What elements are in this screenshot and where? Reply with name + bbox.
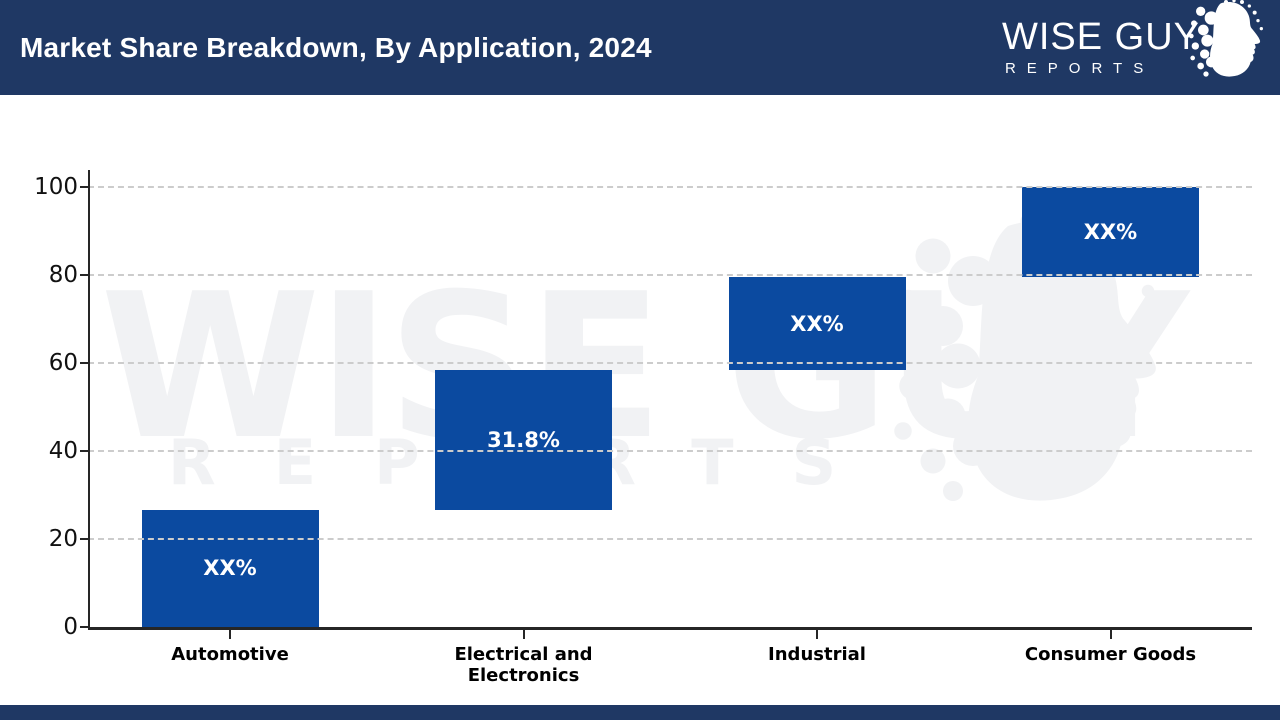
y-axis-line	[88, 170, 90, 630]
y-tick-label-40: 40	[48, 438, 78, 464]
gridline-60	[88, 362, 1252, 364]
y-tick-100	[80, 186, 88, 188]
gridline-40	[88, 450, 1252, 452]
y-tick-label-20: 20	[48, 526, 78, 552]
logo-text: WISE GUY REPORTS	[1002, 18, 1200, 77]
header-band: Market Share Breakdown, By Application, …	[0, 0, 1280, 95]
x-tick-0	[229, 630, 231, 639]
bar-automotive: XX%	[141, 509, 319, 627]
logo-reports-text: REPORTS	[1004, 60, 1155, 77]
x-tick-3	[1109, 630, 1112, 639]
bar-industrial: XX%	[728, 277, 906, 371]
y-tick-0	[80, 626, 88, 628]
bar-value-label: 31.8%	[487, 427, 560, 452]
wise-guy-reports-logo: WISE GUY REPORTS	[1002, 0, 1280, 97]
y-tick-label-80: 80	[48, 262, 78, 288]
y-tick-label-0: 0	[63, 614, 78, 640]
y-tick-60	[80, 362, 88, 364]
y-tick-40	[80, 450, 88, 452]
plot-area: 0 20 40 60 80 100 XX% Automotive 31.8% Electrical…	[0, 95, 1280, 705]
x-category-label: Consumer Goods	[1024, 644, 1197, 665]
gridline-20	[88, 538, 1252, 540]
bar-value-label: XX%	[1083, 220, 1138, 245]
page-title: Market Share Breakdown, By Application, …	[20, 31, 652, 63]
logo-wordmark: WISE GUY	[1001, 16, 1200, 58]
head-profile-icon	[1186, 0, 1266, 97]
footer-band	[0, 705, 1280, 720]
x-tick-2	[816, 630, 818, 639]
gridline-80	[88, 274, 1252, 276]
y-tick-label-100: 100	[34, 174, 78, 200]
x-axis-line	[88, 627, 1252, 630]
bar-value-label: XX%	[203, 556, 257, 581]
x-tick-1	[522, 630, 525, 639]
x-category-label: Electrical and Electronics	[454, 644, 593, 686]
bar-value-label: XX%	[790, 311, 844, 336]
x-category-label: Automotive	[171, 644, 289, 665]
bar-consumer-goods: XX%	[1022, 187, 1199, 278]
gridline-100	[88, 186, 1252, 188]
x-category-label: Industrial	[768, 644, 866, 665]
y-tick-label-60: 60	[48, 350, 78, 376]
y-tick-20	[80, 538, 88, 540]
bar-electrical-and-electronics: 31.8%	[435, 370, 612, 510]
y-tick-80	[80, 274, 88, 276]
